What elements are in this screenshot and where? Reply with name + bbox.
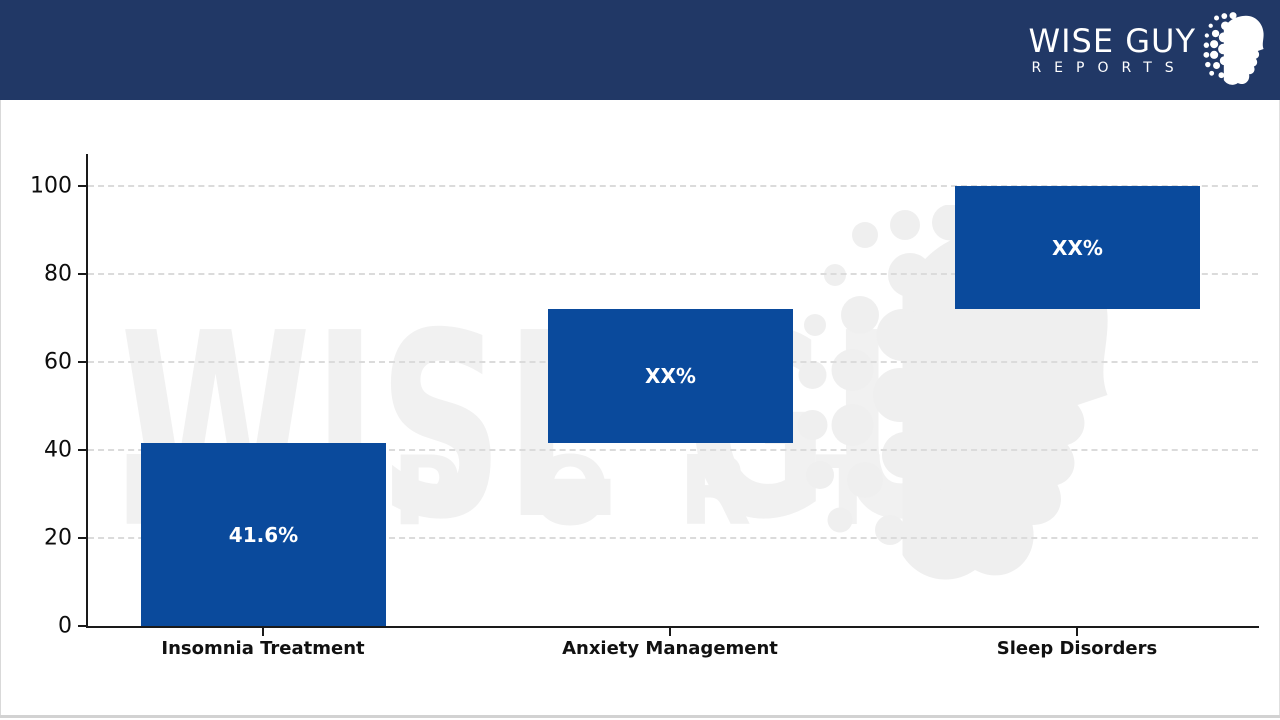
brand-logo: WISE GUY REPORTS (1028, 0, 1266, 100)
y-tick (78, 361, 86, 363)
x-tick (1076, 628, 1078, 636)
gridline-20 (88, 537, 1258, 539)
page-border-left (0, 100, 1, 718)
y-tick (78, 537, 86, 539)
x-tick (669, 628, 671, 636)
header-bar (0, 0, 1280, 100)
x-tick (262, 628, 264, 636)
y-tick (78, 625, 86, 627)
bar-anxiety-management: XX% (548, 309, 793, 443)
bar-sleep-disorders: XX% (955, 186, 1200, 309)
brand-subtitle: REPORTS (1031, 60, 1187, 76)
gridline-40 (88, 449, 1258, 451)
y-tick (78, 185, 86, 187)
brand-logo-text: WISE GUY REPORTS (1028, 25, 1196, 75)
y-tick (78, 273, 86, 275)
y-tick-label: 20 (44, 525, 72, 551)
y-tick-label: 60 (44, 349, 72, 375)
y-tick-label: 40 (44, 437, 72, 463)
y-tick-label: 0 (58, 613, 72, 639)
brand-name: WISE GUY (1028, 22, 1196, 60)
page-border-bottom (0, 715, 1280, 718)
bar-value-label: XX% (645, 364, 696, 388)
bar-value-label: XX% (1052, 235, 1103, 260)
gridline-100 (88, 185, 1258, 187)
brand-head-icon (1203, 12, 1264, 85)
x-axis-line (86, 626, 1259, 628)
bar-insomnia-treatment: 41.6% (141, 443, 386, 626)
x-category-label-anxiety: Anxiety Management (562, 638, 778, 659)
y-axis-line (86, 154, 88, 628)
x-category-label-sleep: Sleep Disorders (996, 638, 1158, 659)
y-tick (78, 449, 86, 451)
bar-value-label: 41.6% (228, 522, 299, 547)
y-tick-label: 80 (44, 261, 72, 287)
x-category-label-insomnia: Insomnia Treatment (161, 638, 365, 659)
gridline-80 (88, 273, 1258, 275)
y-tick-label: 100 (30, 173, 72, 199)
